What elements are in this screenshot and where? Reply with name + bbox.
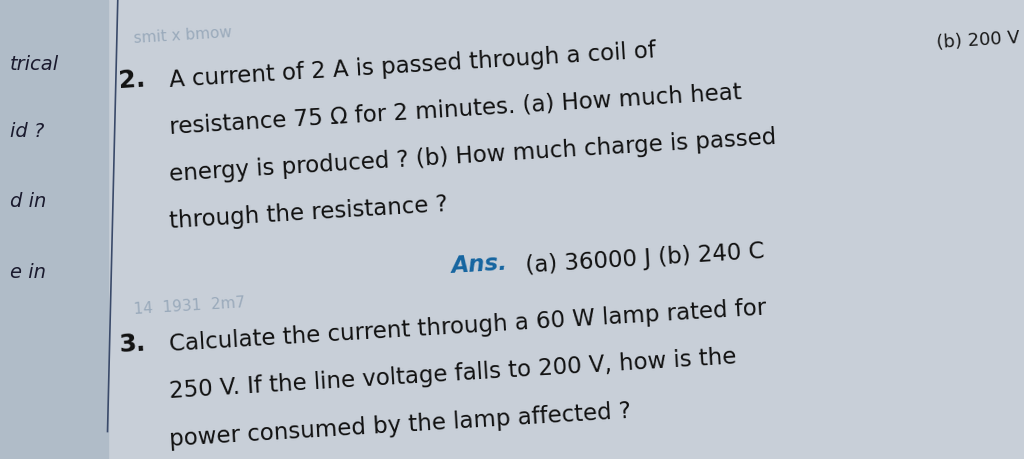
Text: through the resistance ?: through the resistance ? (169, 193, 449, 233)
Text: e in: e in (10, 263, 46, 282)
Text: 250 V. If the line voltage falls to 200 V, how is the: 250 V. If the line voltage falls to 200 … (169, 346, 737, 403)
Text: id ?: id ? (10, 122, 45, 140)
Text: 2.: 2. (118, 67, 146, 93)
Text: 14  1931  2m7: 14 1931 2m7 (133, 295, 246, 317)
Text: power consumed by the lamp affected ?: power consumed by the lamp affected ? (169, 399, 632, 451)
Text: (b) 200 V: (b) 200 V (936, 29, 1020, 52)
Text: 3.: 3. (118, 332, 146, 358)
Text: Ans.: Ans. (451, 252, 508, 278)
Text: (a) 36000 J (b) 240 C: (a) 36000 J (b) 240 C (517, 240, 765, 278)
Text: A current of 2 A is passed through a coil of: A current of 2 A is passed through a coi… (169, 39, 657, 92)
Text: resistance 75 Ω for 2 minutes. (a) How much heat: resistance 75 Ω for 2 minutes. (a) How m… (169, 81, 742, 139)
Bar (0, 0, 108, 459)
Text: energy is produced ? (b) How much charge is passed: energy is produced ? (b) How much charge… (169, 126, 777, 186)
Text: trical: trical (10, 55, 59, 74)
Text: d in: d in (10, 192, 47, 211)
Text: Calculate the current through a 60 W lamp rated for: Calculate the current through a 60 W lam… (169, 297, 767, 357)
Text: smit x bmow: smit x bmow (133, 25, 232, 46)
